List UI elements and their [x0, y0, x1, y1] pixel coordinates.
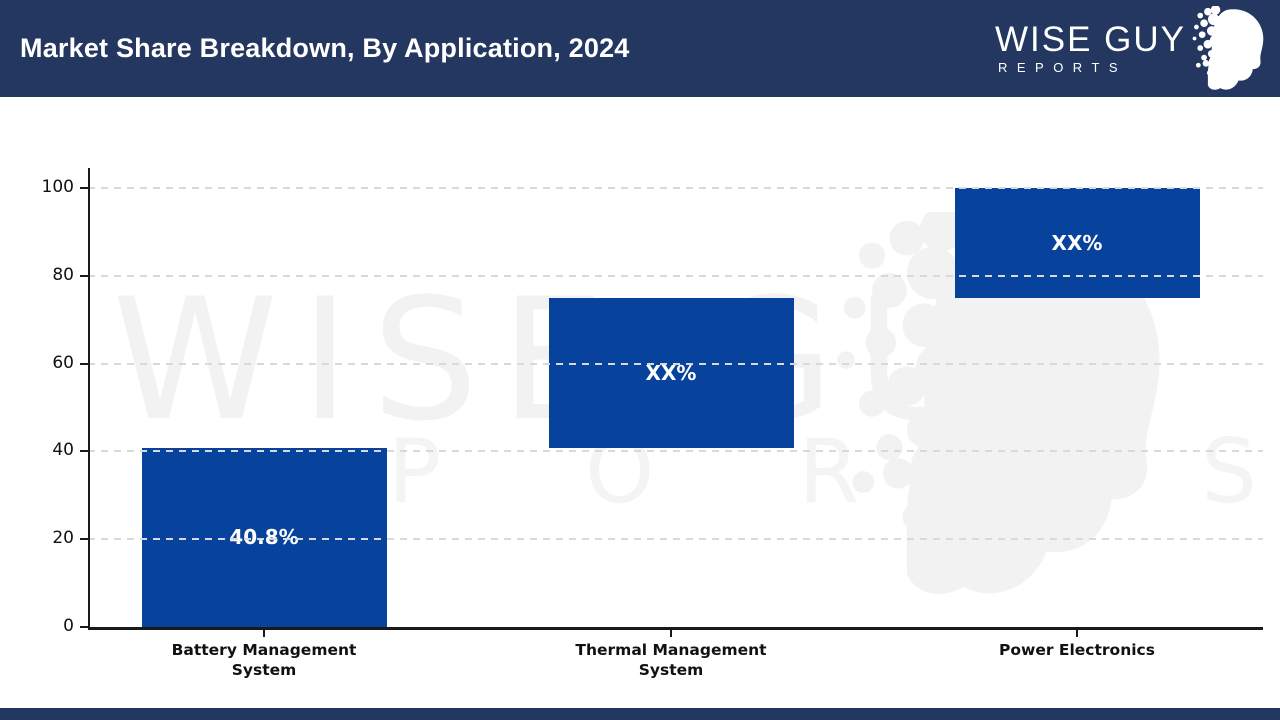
y-tick-mark [80, 538, 88, 541]
brand-logo: WISE GUY REPORTS [995, 0, 1266, 97]
bar-battery-management-system: 40.8% [141, 447, 387, 627]
y-tick-mark [80, 626, 88, 628]
x-tick-mark [670, 630, 672, 637]
bar-power-electronics: XX% [954, 188, 1200, 298]
x-axis-line [88, 627, 1263, 630]
brand-logo-name: WISE GUY [994, 20, 1186, 59]
page-title: Market Share Breakdown, By Application, … [20, 33, 630, 63]
gridline-y60 [88, 362, 1263, 365]
bar-value-label: XX% [1051, 230, 1103, 255]
brand-logo-subname: REPORTS [997, 60, 1128, 75]
header-bar: Market Share Breakdown, By Application, … [0, 0, 1280, 97]
y-tick-label: 100 [41, 177, 74, 197]
gridline-y100 [88, 187, 1263, 189]
x-category-label: Battery Management System [171, 641, 357, 680]
footer-bar [0, 708, 1280, 720]
bar-value-label: 40.8% [229, 525, 299, 550]
y-tick-mark [80, 450, 88, 453]
gridline-y40 [88, 450, 1263, 453]
gridline-y20 [88, 538, 1263, 541]
y-tick-label: 40 [52, 440, 74, 461]
y-tick-mark [80, 362, 88, 365]
bar-value-label: XX% [645, 360, 697, 385]
background-watermark-face-icon [837, 212, 1160, 594]
x-tick-mark [1076, 630, 1078, 637]
gridline-y80 [88, 274, 1263, 277]
bar-thermal-management-system: XX% [548, 297, 794, 448]
x-category-label: Thermal Management System [575, 641, 767, 680]
y-tick-mark [80, 274, 88, 277]
x-category-label: Power Electronics [999, 641, 1155, 659]
y-tick-label: 20 [52, 528, 74, 549]
y-axis-line [88, 168, 90, 627]
y-tick-mark [80, 187, 88, 189]
y-tick-label: 60 [52, 352, 74, 373]
y-tick-label: 80 [52, 264, 74, 285]
y-tick-label: 0 [63, 616, 74, 636]
x-tick-mark [263, 630, 265, 637]
brand-logo-face-icon [1192, 5, 1264, 90]
